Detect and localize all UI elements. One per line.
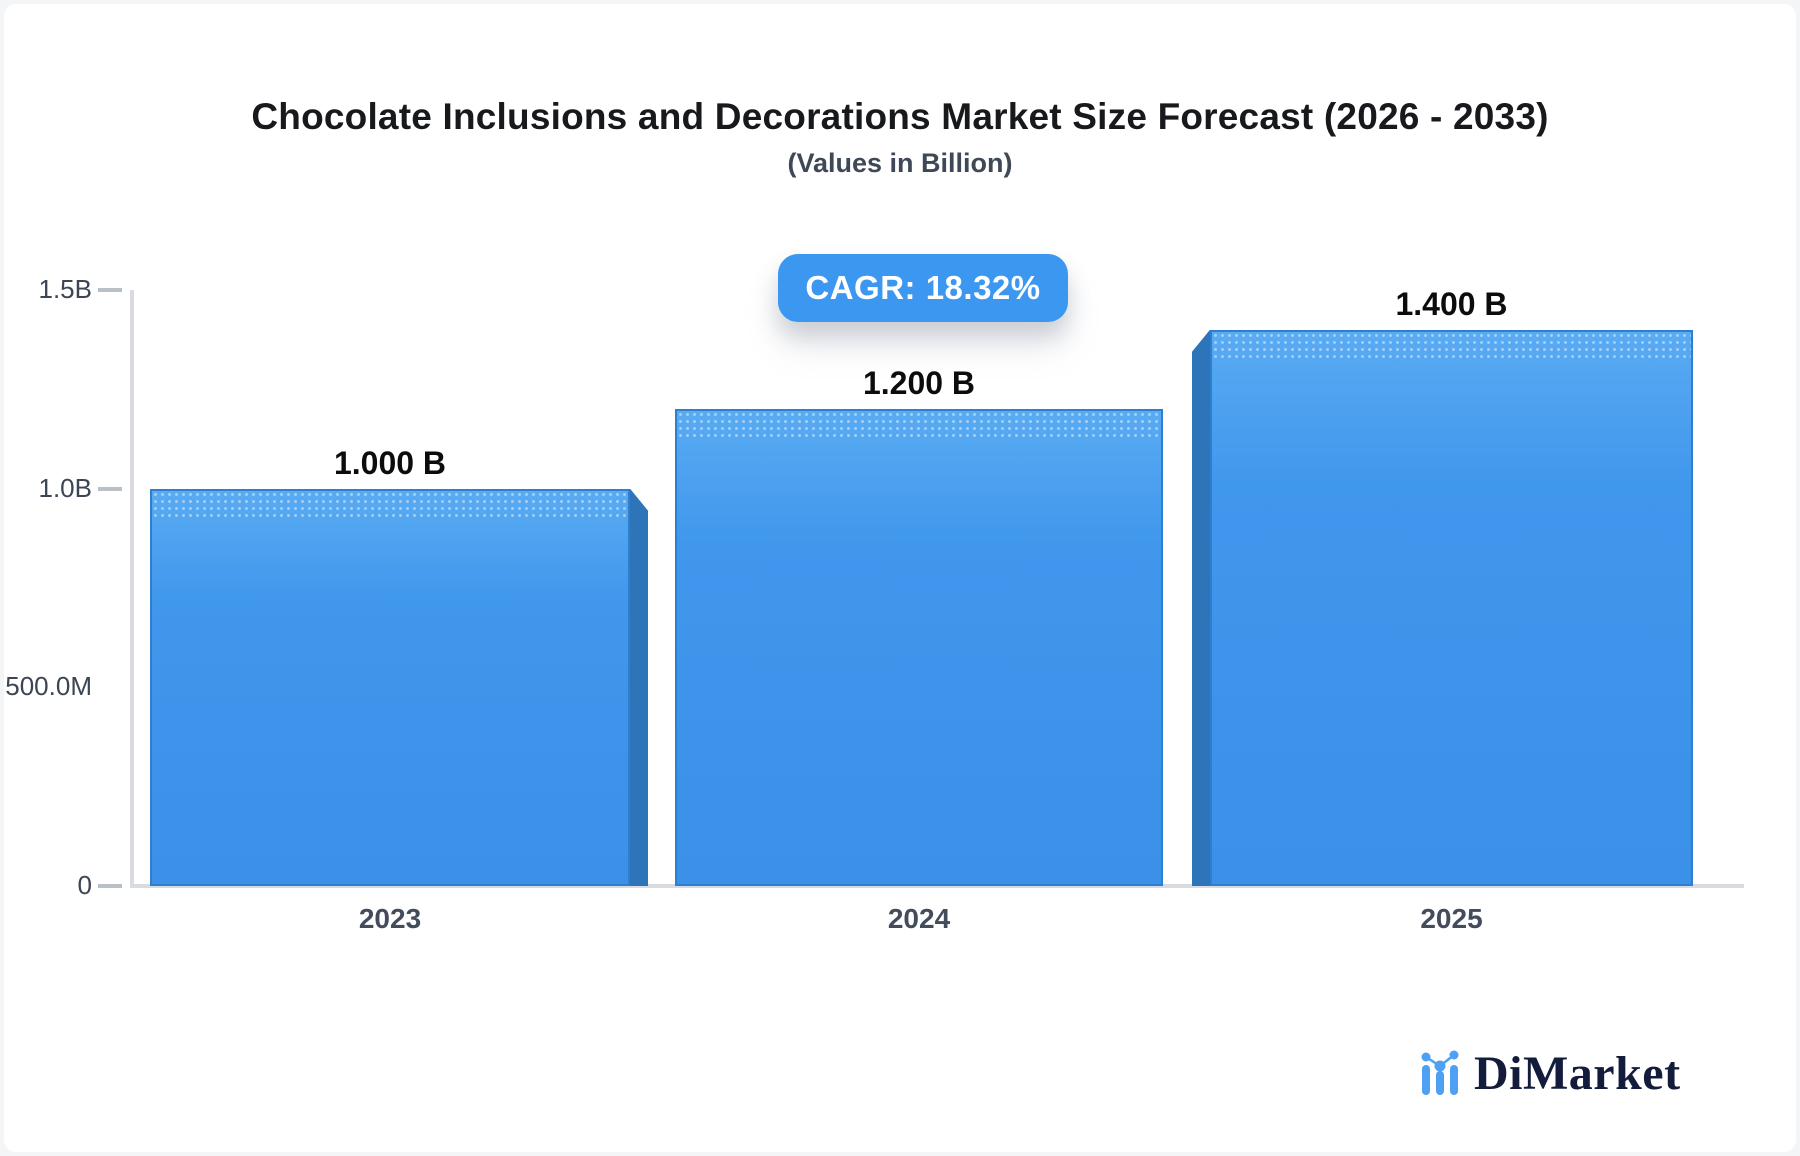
y-tick-mark	[98, 486, 122, 491]
mini-bar-chart-icon	[1418, 1043, 1462, 1100]
x-axis-label-2023: 2023	[358, 903, 422, 934]
bar-2023[interactable]	[150, 488, 630, 886]
x-axis-baseline	[130, 884, 1744, 888]
y-axis-line	[130, 290, 134, 888]
bar-2024[interactable]	[675, 409, 1163, 886]
y-tick-mark	[98, 884, 122, 888]
logo-text: DiMarket	[1474, 1047, 1681, 1100]
x-axis-label-2025: 2025	[1420, 903, 1483, 934]
chart-subtitle: (Values in Billion)	[787, 148, 1013, 178]
bar-value-label: 1.000 B	[333, 444, 447, 481]
x-axis-label-2024: 2024	[887, 903, 951, 934]
y-tick-label: 500.0M	[5, 671, 92, 702]
bar-3d-side	[630, 488, 648, 886]
bar-value-label: 1.200 B	[862, 365, 976, 402]
bar-2025[interactable]	[1210, 329, 1693, 886]
y-tick-label: 1.0B	[38, 472, 93, 503]
y-tick-label: 0	[77, 870, 92, 900]
y-tick-label: 1.5B	[38, 274, 93, 304]
bar-value-label: 1.400 B	[1395, 285, 1508, 322]
cagr-badge: CAGR: 18.32%	[778, 254, 1068, 322]
chart-title: Chocolate Inclusions and Decorations Mar…	[251, 96, 1549, 137]
bar-3d-side	[1192, 329, 1210, 886]
y-tick-mark	[98, 288, 122, 292]
dimarket-logo: DiMarket	[1418, 1036, 1718, 1100]
